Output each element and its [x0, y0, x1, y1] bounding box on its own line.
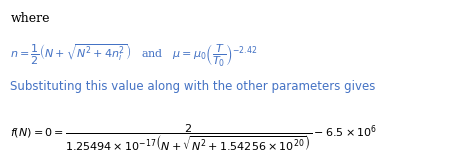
Text: where: where: [10, 12, 50, 25]
Text: Substituting this value along with the other parameters gives: Substituting this value along with the o…: [10, 80, 376, 93]
Text: $n = \dfrac{1}{2}\left(N + \sqrt{N^2 + 4n_i^2}\right)$   and   $\mu = \mu_0\left: $n = \dfrac{1}{2}\left(N + \sqrt{N^2 + 4…: [10, 43, 258, 69]
Text: $f(N) = 0 = \dfrac{2}{1.25494 \times 10^{-17}\left(N + \sqrt{N^2 + 1.54256 \time: $f(N) = 0 = \dfrac{2}{1.25494 \times 10^…: [10, 123, 377, 153]
